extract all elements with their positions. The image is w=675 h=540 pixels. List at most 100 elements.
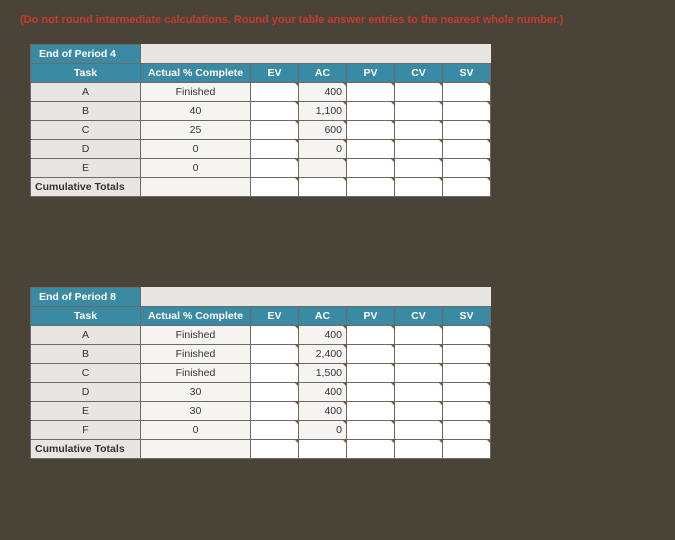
ev-input[interactable] — [251, 383, 299, 402]
ac-cell: 1,500 — [299, 364, 347, 383]
cumulative-cv-input[interactable] — [395, 440, 443, 459]
cv-input[interactable] — [395, 159, 443, 178]
period-title: End of Period 4 — [31, 45, 141, 64]
sv-input[interactable] — [443, 326, 491, 345]
column-header: Task — [31, 307, 141, 326]
pv-input[interactable] — [347, 345, 395, 364]
ev-input[interactable] — [251, 345, 299, 364]
ac-cell: 0 — [299, 140, 347, 159]
complete-cell: 0 — [141, 159, 251, 178]
sv-input[interactable] — [443, 83, 491, 102]
blank-cell — [141, 440, 251, 459]
column-header: SV — [443, 307, 491, 326]
cv-input[interactable] — [395, 364, 443, 383]
cumulative-ev-input[interactable] — [251, 440, 299, 459]
sv-input[interactable] — [443, 121, 491, 140]
pv-input[interactable] — [347, 140, 395, 159]
cv-input[interactable] — [395, 121, 443, 140]
cv-input[interactable] — [395, 83, 443, 102]
sv-input[interactable] — [443, 383, 491, 402]
complete-cell: Finished — [141, 83, 251, 102]
column-header: PV — [347, 307, 395, 326]
column-header: CV — [395, 64, 443, 83]
cv-input[interactable] — [395, 140, 443, 159]
cumulative-pv-input[interactable] — [347, 440, 395, 459]
column-header: SV — [443, 64, 491, 83]
cumulative-ac-input[interactable] — [299, 178, 347, 197]
period-title: End of Period 8 — [31, 288, 141, 307]
cv-input[interactable] — [395, 421, 443, 440]
table-row: E30400 — [31, 402, 491, 421]
task-cell: B — [31, 102, 141, 121]
cv-input[interactable] — [395, 326, 443, 345]
task-cell: D — [31, 383, 141, 402]
table-block-0: End of Period 4TaskActual % CompleteEVAC… — [30, 44, 655, 197]
ev-input[interactable] — [251, 83, 299, 102]
sv-input[interactable] — [443, 159, 491, 178]
table-row: E0 — [31, 159, 491, 178]
cumulative-ev-input[interactable] — [251, 178, 299, 197]
pv-input[interactable] — [347, 364, 395, 383]
column-header: AC — [299, 307, 347, 326]
column-header: Actual % Complete — [141, 307, 251, 326]
complete-cell: 30 — [141, 402, 251, 421]
table-block-1: End of Period 8TaskActual % CompleteEVAC… — [30, 287, 655, 459]
ac-cell: 400 — [299, 326, 347, 345]
pv-input[interactable] — [347, 159, 395, 178]
ev-input[interactable] — [251, 421, 299, 440]
cumulative-cv-input[interactable] — [395, 178, 443, 197]
ev-input[interactable] — [251, 159, 299, 178]
ev-input[interactable] — [251, 102, 299, 121]
complete-cell: 0 — [141, 140, 251, 159]
cv-input[interactable] — [395, 383, 443, 402]
ev-input[interactable] — [251, 121, 299, 140]
complete-cell: Finished — [141, 326, 251, 345]
task-cell: B — [31, 345, 141, 364]
ev-input[interactable] — [251, 326, 299, 345]
task-cell: E — [31, 402, 141, 421]
task-cell: C — [31, 121, 141, 140]
ac-cell: 600 — [299, 121, 347, 140]
sv-input[interactable] — [443, 140, 491, 159]
ac-cell: 400 — [299, 83, 347, 102]
column-header: Task — [31, 64, 141, 83]
table-row: C25600 — [31, 121, 491, 140]
cumulative-ac-input[interactable] — [299, 440, 347, 459]
cv-input[interactable] — [395, 402, 443, 421]
pv-input[interactable] — [347, 102, 395, 121]
cv-input[interactable] — [395, 102, 443, 121]
sv-input[interactable] — [443, 102, 491, 121]
pv-input[interactable] — [347, 402, 395, 421]
cumulative-pv-input[interactable] — [347, 178, 395, 197]
pv-input[interactable] — [347, 421, 395, 440]
cumulative-sv-input[interactable] — [443, 440, 491, 459]
sv-input[interactable] — [443, 402, 491, 421]
ac-cell: 400 — [299, 383, 347, 402]
table-row: CFinished1,500 — [31, 364, 491, 383]
complete-cell: Finished — [141, 345, 251, 364]
complete-cell: 30 — [141, 383, 251, 402]
ev-input[interactable] — [251, 402, 299, 421]
task-cell: D — [31, 140, 141, 159]
column-header: AC — [299, 64, 347, 83]
task-cell: A — [31, 326, 141, 345]
cumulative-sv-input[interactable] — [443, 178, 491, 197]
sv-input[interactable] — [443, 345, 491, 364]
table-row: D30 400 — [31, 383, 491, 402]
table-row: BFinished2,400 — [31, 345, 491, 364]
cv-input[interactable] — [395, 345, 443, 364]
task-cell: C — [31, 364, 141, 383]
sv-input[interactable] — [443, 364, 491, 383]
sv-input[interactable] — [443, 421, 491, 440]
ev-input[interactable] — [251, 140, 299, 159]
ev-input[interactable] — [251, 364, 299, 383]
data-table: End of Period 8TaskActual % CompleteEVAC… — [30, 287, 491, 459]
pv-input[interactable] — [347, 121, 395, 140]
task-cell: E — [31, 159, 141, 178]
ac-cell: 0 — [299, 421, 347, 440]
ac-cell: 1,100 — [299, 102, 347, 121]
pv-input[interactable] — [347, 383, 395, 402]
table-row: F00 — [31, 421, 491, 440]
pv-input[interactable] — [347, 326, 395, 345]
pv-input[interactable] — [347, 83, 395, 102]
